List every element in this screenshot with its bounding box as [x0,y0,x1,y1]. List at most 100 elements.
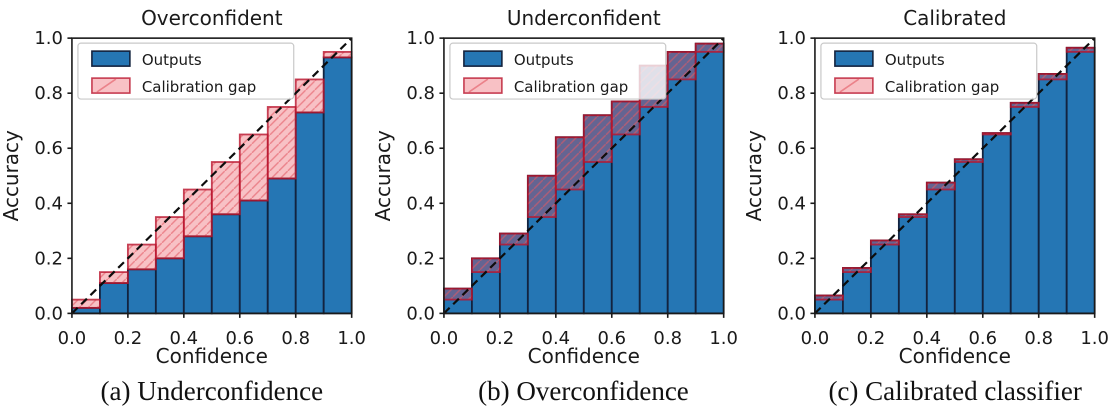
legend-box [820,42,1038,100]
y-tick-label: 0.2 [406,248,435,269]
legend-outputs-label: Outputs [142,51,202,69]
legend: Outputs Calibration gap [448,42,666,100]
outputs-bar [182,235,213,315]
axes-frame [71,37,353,315]
calibration-gap-bar [954,158,984,163]
calibration-gap-bar [694,42,725,53]
calibration-gap-bar [554,136,585,191]
legend-box [77,42,295,100]
diagonal-reference-line [442,37,725,315]
legend-outputs-swatch [462,50,503,67]
calibration-gap-bar [610,100,641,136]
y-tick-label: 0.4 [406,193,435,214]
outputs-bar [982,132,1012,315]
x-tick-label: 0.2 [857,328,886,349]
y-tick-label: 0.8 [778,83,807,104]
outputs-bar [126,268,157,315]
legend-gap-label: Calibration gap [514,78,628,96]
y-tick-label: 0.6 [34,138,63,159]
outputs-bar [610,100,641,315]
panel-caption-c: (c) Calibrated classifier [828,376,1082,406]
panel-calibrated: Calibrated 0.0 0.2 0.4 0.6 0.8 1.0 0.0 0.2 0.4 0.6… [743,0,1115,416]
y-tick-label: 1.0 [778,28,807,49]
x-tick-label: 0.6 [597,328,626,349]
outputs-bar [210,213,241,315]
legend-gap-label: Calibration gap [142,78,256,96]
x-tick-label: 0.0 [58,328,87,349]
panel-title: Overconfident [141,6,283,30]
outputs-bar [1066,46,1096,315]
y-tick-label: 0.4 [34,193,63,214]
legend-gap-hatch-line [839,78,860,93]
y-tick-label: 0.0 [34,303,63,324]
x-tick-label: 0.8 [1025,328,1054,349]
y-tick-label: 0.6 [406,138,435,159]
legend-box [448,42,666,100]
legend-gap-label: Calibration gap [885,78,999,96]
outputs-bar [842,267,873,315]
legend-outputs-swatch [834,50,874,67]
x-tick-label: 0.4 [170,328,199,349]
panel-underconfident: Underconfident 0.0 0.2 0.4 0.6 0.8 1.0 0.0 0.2 0.… [372,0,744,416]
calibration-gap-bar [926,181,957,191]
outputs-bar [694,42,725,315]
legend-outputs-label: Outputs [885,51,945,69]
calibration-gap-bar [322,50,353,59]
calibration-gap-bar [582,114,613,163]
calibration-gap-bar [470,257,501,273]
calibration-gap-bar [154,216,185,260]
axis-ticks [439,37,725,318]
x-tick-label: 0.2 [114,328,143,349]
outputs-bars [814,46,1096,315]
calibration-gap-bar [982,132,1012,136]
legend-outputs-swatch [91,50,131,67]
x-tick-label: 0.4 [541,328,570,349]
panel-overconfident: Overconfident 0.0 0.2 0.4 0.6 0.8 1.0 0.0 0.2 0.4… [0,0,372,416]
reliability-plot-overconfident: Overconfident 0.0 0.2 0.4 0.6 0.8 1.0 0.0 0.2 0.4… [0,6,366,368]
outputs-bar [926,181,957,315]
y-axis-label: Accuracy [0,130,23,221]
calibration-gap-bar [666,50,697,81]
calibration-gap-bar [1010,101,1040,108]
reliability-plot-calibrated: Calibrated 0.0 0.2 0.4 0.6 0.8 1.0 0.0 0.2 0.4 0.6… [743,6,1110,368]
x-axis-label: Confidence [156,344,268,368]
outputs-bar [870,239,901,315]
x-tick-label: 1.0 [1081,328,1110,349]
y-tick-label: 0.8 [406,83,435,104]
outputs-bar [1038,73,1068,315]
legend-outputs-label: Outputs [514,51,574,69]
y-tick-label: 0.2 [34,248,63,269]
y-tick-label: 1.0 [34,28,63,49]
x-axis-label: Confidence [527,344,639,368]
legend-gap-hatch-line [468,78,489,93]
calibration-gap-bar [266,106,297,180]
panel-caption-b: (b) Overconfidence [478,376,689,406]
diagonal-reference-line [71,37,353,315]
calibration-gap-bar [294,78,325,114]
panel-title: Underconfident [507,6,661,30]
y-tick-label: 0.6 [778,138,807,159]
x-tick-label: 0.8 [281,328,310,349]
y-tick-label: 0.4 [778,193,807,214]
outputs-bar [322,56,353,315]
x-tick-label: 0.8 [653,328,682,349]
x-tick-label: 0.6 [225,328,254,349]
x-tick-label: 0.2 [485,328,514,349]
x-tick-label: 0.0 [801,328,830,349]
panel-title: Calibrated [904,6,1007,30]
outputs-bar [99,282,129,315]
axis-ticks [810,37,1096,318]
y-tick-label: 0.0 [778,303,807,324]
diagonal-reference-line [814,37,1096,315]
outputs-bar [154,257,185,315]
x-tick-label: 0.6 [969,328,998,349]
legend-gap-hatch-line [96,78,117,93]
y-tick-label: 1.0 [406,28,435,49]
legend: Outputs Calibration gap [77,42,295,100]
y-axis-label: Accuracy [372,130,395,221]
calibration-gap-bar [1066,46,1096,53]
y-axis-label: Accuracy [743,130,766,221]
y-tick-label: 0.8 [34,83,63,104]
calibration-gap-bar [182,188,213,238]
